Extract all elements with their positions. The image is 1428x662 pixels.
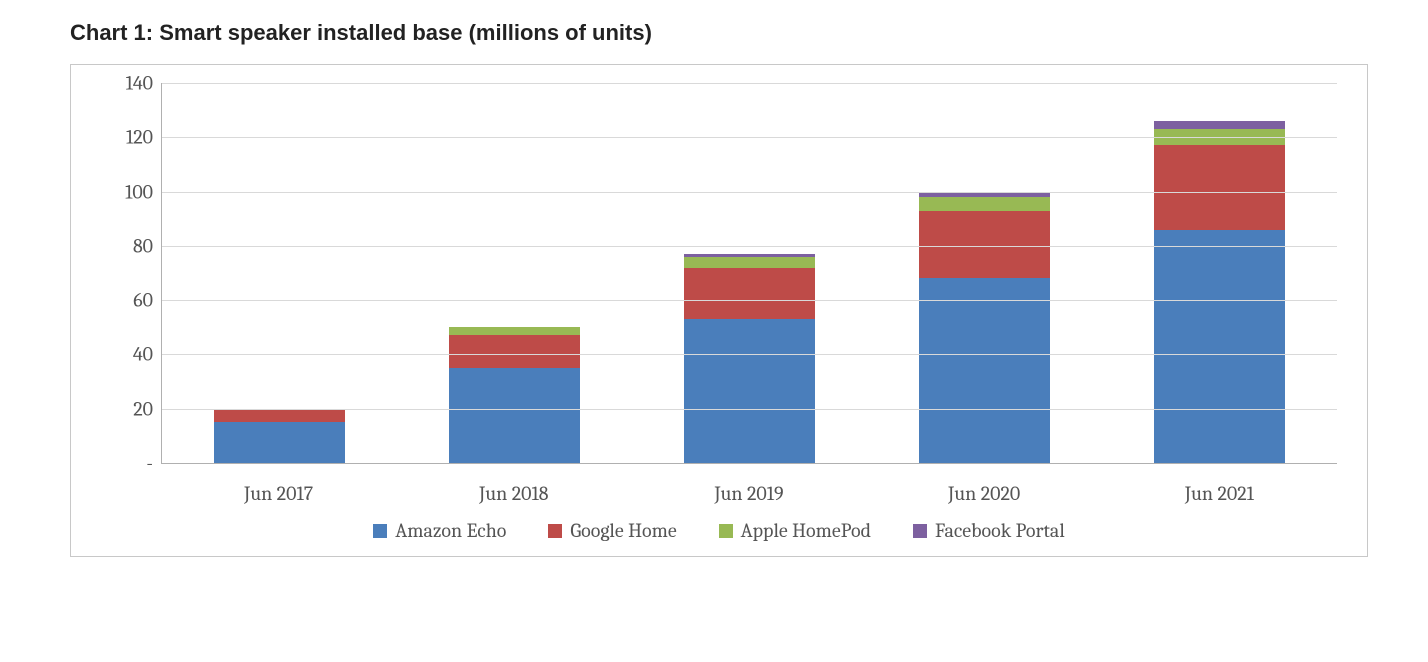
plot-area — [161, 83, 1337, 464]
legend-item: Google Home — [548, 519, 676, 542]
x-tick-label: Jun 2019 — [631, 464, 866, 505]
legend-item: Amazon Echo — [373, 519, 506, 542]
bar-segment — [684, 268, 816, 320]
bar-slot — [397, 83, 632, 463]
bar-segment — [919, 197, 1051, 211]
stacked-bar — [449, 327, 581, 463]
bar-slot — [162, 83, 397, 463]
bar-segment — [1154, 230, 1286, 463]
x-axis: Jun 2017Jun 2018Jun 2019Jun 2020Jun 2021 — [161, 464, 1337, 505]
bar-segment — [449, 335, 581, 368]
bar-segment — [214, 409, 346, 423]
legend-label: Facebook Portal — [935, 519, 1065, 542]
page: Chart 1: Smart speaker installed base (m… — [0, 0, 1428, 662]
y-tick-label: - — [146, 452, 153, 475]
y-axis: -20406080100120140 — [101, 83, 161, 463]
y-tick-label: 120 — [126, 126, 153, 149]
x-tick-label: Jun 2020 — [867, 464, 1102, 505]
stacked-bar — [214, 409, 346, 463]
x-tick-label: Jun 2018 — [396, 464, 631, 505]
x-tick-label: Jun 2021 — [1102, 464, 1337, 505]
gridline — [162, 354, 1337, 355]
bar-segment — [214, 422, 346, 463]
bar-slot — [867, 83, 1102, 463]
stacked-bar — [684, 254, 816, 463]
y-tick-label: 40 — [133, 343, 153, 366]
y-tick-label: 100 — [125, 180, 153, 203]
x-tick-label: Jun 2017 — [161, 464, 396, 505]
bar-segment — [919, 211, 1051, 279]
bar-slot — [632, 83, 867, 463]
legend-swatch — [373, 524, 387, 538]
y-tick-label: 20 — [133, 397, 153, 420]
bars-layer — [162, 83, 1337, 463]
legend-item: Facebook Portal — [913, 519, 1065, 542]
gridline — [162, 409, 1337, 410]
plot-row: -20406080100120140 — [101, 83, 1337, 464]
legend-item: Apple HomePod — [719, 519, 871, 542]
y-tick-label: 140 — [126, 72, 153, 95]
y-tick-label: 60 — [133, 289, 153, 312]
legend-swatch — [913, 524, 927, 538]
bar-slot — [1102, 83, 1337, 463]
bar-segment — [1154, 121, 1286, 129]
legend-swatch — [548, 524, 562, 538]
bar-segment — [684, 257, 816, 268]
gridline — [162, 83, 1337, 84]
bar-segment — [919, 278, 1051, 463]
gridline — [162, 192, 1337, 193]
legend-label: Amazon Echo — [395, 519, 506, 542]
y-tick-label: 80 — [133, 234, 153, 257]
legend: Amazon Echo Google Home Apple HomePod Faceb… — [101, 519, 1337, 542]
chart-frame: -20406080100120140 Jun 2017Jun 2018Jun 2… — [70, 64, 1368, 557]
legend-label: Apple HomePod — [741, 519, 871, 542]
bar-segment — [1154, 145, 1286, 229]
gridline — [162, 246, 1337, 247]
gridline — [162, 300, 1337, 301]
stacked-bar — [919, 192, 1051, 463]
legend-label: Google Home — [570, 519, 676, 542]
stacked-bar — [1154, 121, 1286, 463]
bar-segment — [449, 368, 581, 463]
legend-swatch — [719, 524, 733, 538]
bar-segment — [449, 327, 581, 335]
bar-segment — [684, 319, 816, 463]
chart-title: Chart 1: Smart speaker installed base (m… — [70, 20, 1368, 46]
gridline — [162, 137, 1337, 138]
